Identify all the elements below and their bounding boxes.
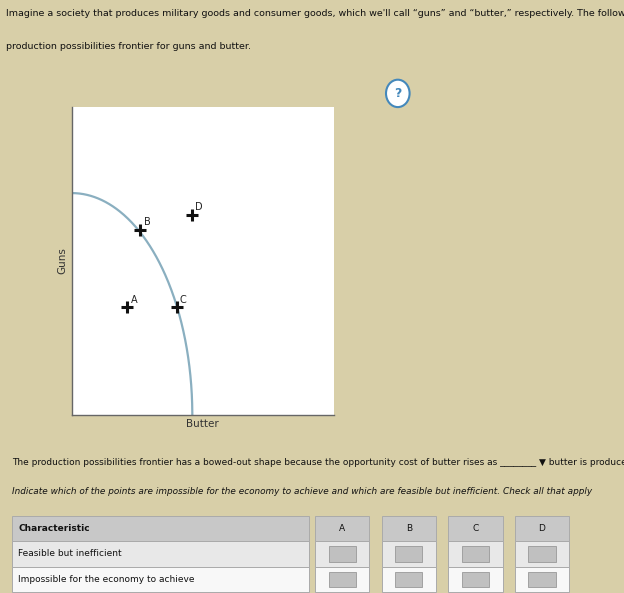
Text: Indicate which of the points are impossible for the economy to achieve and which: Indicate which of the points are impossi… (12, 487, 592, 496)
Bar (12, 517, 309, 541)
Bar (448, 541, 502, 566)
Bar (381, 517, 436, 541)
Bar (448, 517, 502, 541)
Text: A: A (131, 295, 137, 305)
Text: Characteristic: Characteristic (18, 524, 90, 533)
Text: B: B (144, 218, 150, 228)
Bar (395, 547, 422, 562)
Bar (448, 566, 502, 592)
Text: Imagine a society that produces military goods and consumer goods, which we'll c: Imagine a society that produces military… (6, 9, 624, 18)
Bar (462, 572, 489, 586)
Circle shape (386, 79, 409, 107)
Y-axis label: Guns: Guns (57, 247, 67, 275)
Text: Feasible but inefficient: Feasible but inefficient (18, 550, 122, 559)
Bar (515, 517, 569, 541)
Text: C: C (472, 524, 479, 533)
Bar (395, 572, 422, 586)
Text: B: B (406, 524, 412, 533)
Bar (315, 566, 369, 592)
Bar (12, 566, 309, 592)
Text: The production possibilities frontier has a bowed-out shape because the opportun: The production possibilities frontier ha… (12, 458, 624, 467)
Bar (529, 547, 555, 562)
Bar (329, 572, 356, 586)
Bar (381, 541, 436, 566)
Text: production possibilities frontier for guns and butter.: production possibilities frontier for gu… (6, 42, 251, 51)
Text: D: D (539, 524, 545, 533)
Bar (315, 517, 369, 541)
Text: C: C (180, 295, 187, 305)
Bar (12, 541, 309, 566)
Bar (329, 547, 356, 562)
Text: ?: ? (394, 87, 401, 100)
X-axis label: Butter: Butter (187, 419, 219, 429)
Bar (515, 566, 569, 592)
Text: D: D (195, 202, 203, 212)
Bar (515, 541, 569, 566)
Text: Impossible for the economy to achieve: Impossible for the economy to achieve (18, 575, 195, 584)
Bar (462, 547, 489, 562)
Bar (529, 572, 555, 586)
Text: A: A (339, 524, 345, 533)
Bar (315, 541, 369, 566)
Bar (381, 566, 436, 592)
